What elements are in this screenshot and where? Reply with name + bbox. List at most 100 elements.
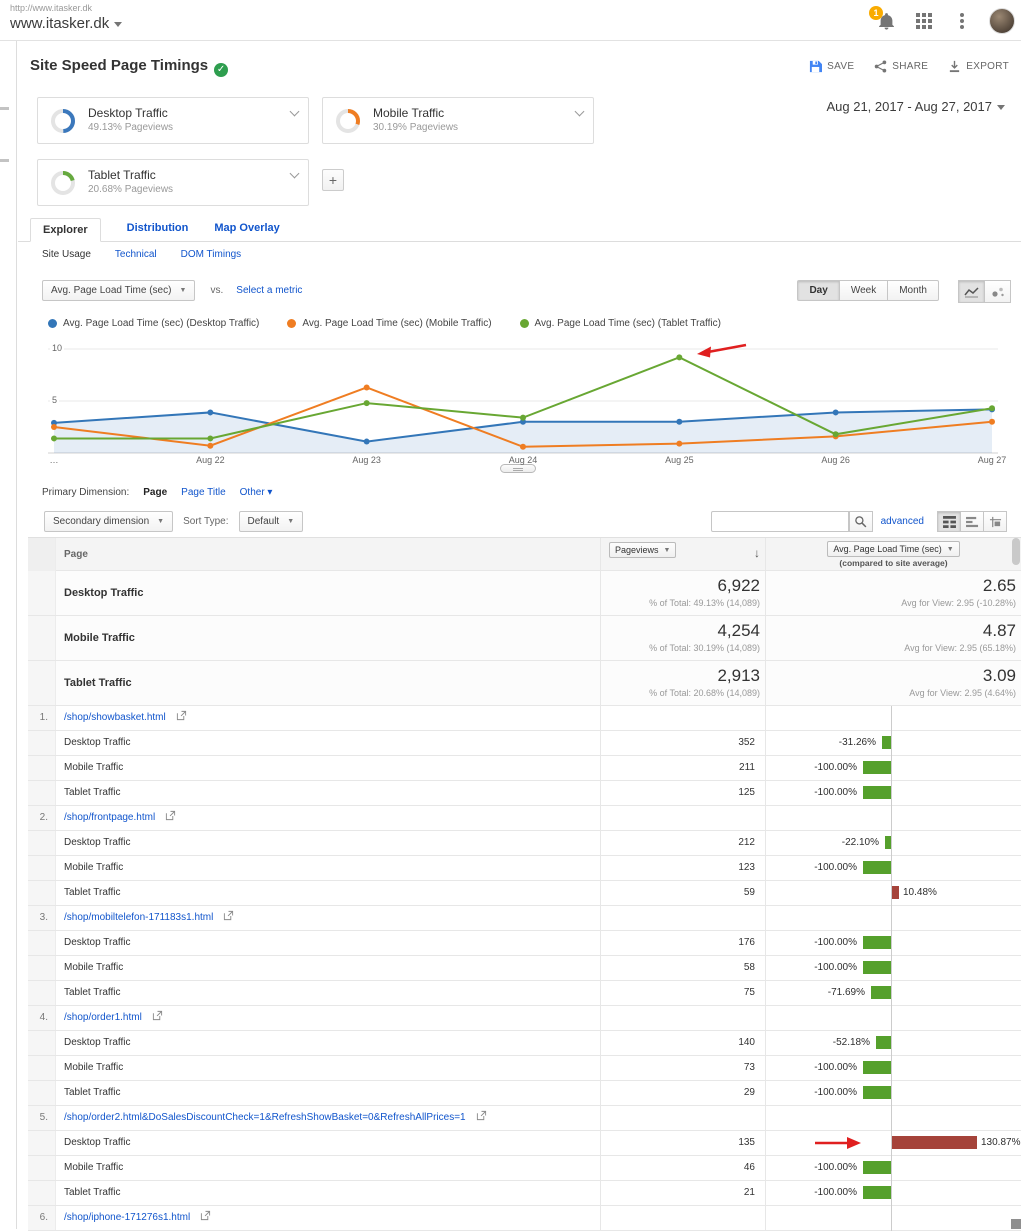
segment-card-tablet-traffic[interactable]: Tablet Traffic 20.68% Pageviews bbox=[37, 159, 309, 206]
subtab-dom-timings[interactable]: DOM Timings bbox=[180, 249, 242, 260]
page-link[interactable]: /shop/frontpage.html bbox=[64, 812, 156, 823]
open-in-new-icon[interactable] bbox=[165, 810, 176, 821]
date-range-selector[interactable]: Aug 21, 2017 - Aug 27, 2017 bbox=[826, 99, 1005, 114]
sort-type-dropdown[interactable]: Default ▼ bbox=[238, 511, 304, 532]
search-button[interactable] bbox=[848, 511, 873, 532]
metric-column-selector[interactable]: Avg. Page Load Time (sec) ▼ bbox=[827, 541, 960, 557]
save-button[interactable]: SAVE bbox=[809, 60, 854, 73]
open-in-new-icon[interactable] bbox=[476, 1110, 487, 1121]
summary-pageviews-note: % of Total: 49.13% (14,089) bbox=[649, 598, 760, 608]
timeline-range-handle[interactable] bbox=[500, 464, 536, 473]
chart-type-buttons bbox=[958, 280, 1011, 303]
delta-label: -100.00% bbox=[814, 962, 857, 973]
segment-label: Desktop Traffic bbox=[64, 737, 131, 748]
motion-chart-view-button[interactable] bbox=[984, 280, 1011, 303]
advanced-link[interactable]: advanced bbox=[880, 516, 924, 527]
segment-label: Desktop Traffic bbox=[64, 1137, 131, 1148]
scrollbar-thumb[interactable] bbox=[1012, 538, 1020, 565]
notification-badge: 1 bbox=[869, 6, 883, 20]
apps-grid-button[interactable] bbox=[913, 10, 935, 32]
page-cell: /shop/iphone-171276s1.html bbox=[56, 1206, 600, 1230]
tab-distribution[interactable]: Distribution bbox=[126, 222, 189, 234]
delta-cell: -100.00% bbox=[765, 1181, 1021, 1206]
sort-descending-icon[interactable]: ↓ bbox=[754, 546, 760, 560]
delta-label: -100.00% bbox=[814, 787, 857, 798]
data-point bbox=[676, 354, 683, 361]
account-selector[interactable]: www.itasker.dk bbox=[10, 15, 123, 32]
primary-dimension-page[interactable]: Page bbox=[143, 487, 168, 498]
pageviews-column-selector[interactable]: Pageviews ▼ bbox=[609, 542, 677, 558]
summary-metric-note: Avg for View: 2.95 (-10.28%) bbox=[901, 598, 1016, 608]
table-view-button[interactable] bbox=[937, 511, 961, 532]
delta-label: -71.69% bbox=[827, 987, 865, 998]
x-axis-tick-label: … bbox=[49, 455, 59, 465]
share-button[interactable]: SHARE bbox=[874, 60, 928, 73]
primary-dimension-page-title[interactable]: Page Title bbox=[181, 487, 226, 498]
legend-label: Avg. Page Load Time (sec) (Desktop Traff… bbox=[63, 318, 260, 329]
x-axis-tick-label: Aug 23 bbox=[352, 455, 381, 465]
granularity-day[interactable]: Day bbox=[797, 280, 840, 301]
legend-label: Avg. Page Load Time (sec) (Tablet Traffi… bbox=[534, 318, 721, 329]
table-search-input[interactable] bbox=[710, 511, 849, 532]
open-in-new-icon[interactable] bbox=[223, 910, 234, 921]
motion-chart-icon bbox=[991, 287, 1004, 297]
page-link[interactable]: /shop/order2.html&DoSalesDiscountCheck=1… bbox=[64, 1112, 466, 1123]
chevron-down-icon: ▼ bbox=[179, 287, 187, 294]
avatar[interactable] bbox=[989, 8, 1015, 34]
delta-label: 130.87% bbox=[981, 1137, 1021, 1148]
export-button[interactable]: EXPORT bbox=[948, 60, 1009, 73]
chevron-down-icon: ▼ bbox=[663, 546, 671, 554]
summary-metric-note: Avg for View: 2.95 (4.64%) bbox=[909, 688, 1016, 698]
page-link[interactable]: /shop/mobiltelefon-171183s1.html bbox=[64, 912, 214, 923]
open-in-new-icon[interactable] bbox=[176, 710, 187, 721]
granularity-month[interactable]: Month bbox=[887, 280, 939, 301]
delta-bar bbox=[885, 836, 891, 849]
page-link[interactable]: /shop/order1.html bbox=[64, 1012, 142, 1023]
column-header-page[interactable]: Page bbox=[64, 549, 88, 560]
pageviews-cell bbox=[600, 906, 765, 930]
tab-explorer[interactable]: Explorer bbox=[30, 218, 101, 242]
delta-cell: -100.00% bbox=[765, 1056, 1021, 1081]
metric-cell bbox=[765, 1106, 1021, 1131]
chevron-down-icon: ▼ bbox=[157, 518, 165, 525]
subtab-technical[interactable]: Technical bbox=[114, 249, 157, 260]
segment-label: Mobile Traffic bbox=[64, 1162, 124, 1173]
primary-dimension-other[interactable]: Other ▾ bbox=[239, 487, 273, 498]
pageviews-value: 352 bbox=[600, 731, 765, 755]
row-index: 1. bbox=[28, 706, 56, 730]
summary-row-desktop-traffic: Desktop Traffic 6,922 % of Total: 49.13% (… bbox=[28, 571, 1021, 616]
pivot-view-button[interactable] bbox=[983, 511, 1007, 532]
open-in-new-icon[interactable] bbox=[200, 1210, 211, 1221]
line-chart-view-button[interactable] bbox=[958, 280, 985, 303]
row-index: 6. bbox=[28, 1206, 56, 1230]
legend-item-avg-page-load-time-sec-mobile-traffic: Avg. Page Load Time (sec) (Mobile Traffi… bbox=[287, 318, 492, 329]
left-rail bbox=[0, 41, 17, 1229]
percentage-view-button[interactable] bbox=[960, 511, 984, 532]
chart-legend: Avg. Page Load Time (sec) (Desktop Traff… bbox=[48, 318, 721, 329]
delta-label: -100.00% bbox=[814, 762, 857, 773]
summary-pageviews-cell: 4,254 % of Total: 30.19% (14,089) bbox=[600, 616, 765, 660]
segment-card-desktop-traffic[interactable]: Desktop Traffic 49.13% Pageviews bbox=[37, 97, 309, 144]
summary-metric-cell: 2.65 Avg for View: 2.95 (-10.28%) bbox=[765, 571, 1021, 615]
data-point bbox=[520, 443, 526, 450]
add-segment-button[interactable]: + bbox=[322, 169, 344, 191]
secondary-dimension-dropdown[interactable]: Secondary dimension ▼ bbox=[44, 511, 174, 532]
overflow-menu-button[interactable] bbox=[951, 10, 973, 32]
data-point bbox=[676, 440, 683, 447]
data-point bbox=[207, 442, 214, 449]
notifications-button[interactable]: 1 bbox=[869, 6, 897, 32]
page-link[interactable]: /shop/showbasket.html bbox=[64, 712, 166, 723]
tab-map-overlay[interactable]: Map Overlay bbox=[214, 222, 280, 234]
granularity-week[interactable]: Week bbox=[838, 280, 889, 301]
segment-label: Mobile Traffic bbox=[64, 1062, 124, 1073]
page-link[interactable]: /shop/iphone-171276s1.html bbox=[64, 1212, 191, 1223]
row-index: 2. bbox=[28, 806, 56, 830]
metric-dropdown[interactable]: Avg. Page Load Time (sec) ▼ bbox=[42, 280, 196, 301]
select-metric-link[interactable]: Select a metric bbox=[236, 285, 303, 296]
segment-card-mobile-traffic[interactable]: Mobile Traffic 30.19% Pageviews bbox=[322, 97, 594, 144]
delta-cell: -100.00% bbox=[765, 1081, 1021, 1106]
subtab-site-usage[interactable]: Site Usage bbox=[42, 249, 91, 260]
data-point bbox=[989, 418, 995, 425]
open-in-new-icon[interactable] bbox=[152, 1010, 163, 1021]
summary-pageviews-cell: 6,922 % of Total: 49.13% (14,089) bbox=[600, 571, 765, 615]
